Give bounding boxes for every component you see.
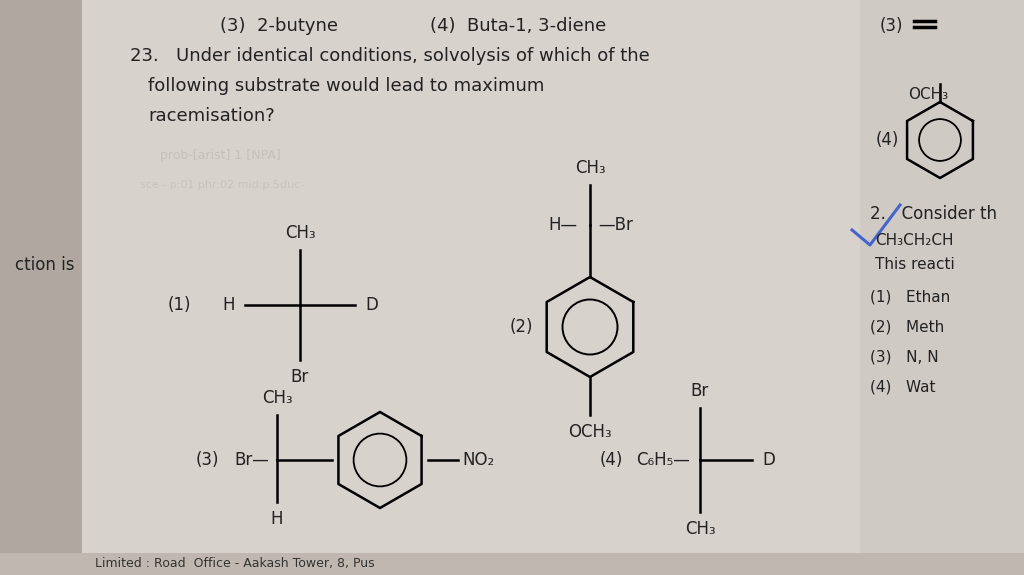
Text: H: H xyxy=(270,510,284,528)
Text: Br—: Br— xyxy=(234,451,269,469)
Text: (3): (3) xyxy=(196,451,219,469)
Text: —Br: —Br xyxy=(598,216,633,234)
Text: H—: H— xyxy=(549,216,578,234)
Text: C₆H₅—: C₆H₅— xyxy=(636,451,690,469)
FancyBboxPatch shape xyxy=(0,0,82,575)
Text: prob-[arist] 1 [NPA]: prob-[arist] 1 [NPA] xyxy=(160,148,281,162)
Text: D: D xyxy=(762,451,775,469)
Text: H: H xyxy=(222,296,234,314)
Text: D: D xyxy=(365,296,378,314)
Text: (4): (4) xyxy=(600,451,624,469)
FancyBboxPatch shape xyxy=(80,0,1024,575)
Text: (1)   Ethan: (1) Ethan xyxy=(870,290,950,305)
Text: 23.   Under identical conditions, solvolysis of which of the: 23. Under identical conditions, solvolys… xyxy=(130,47,650,65)
Text: OCH₃: OCH₃ xyxy=(568,423,611,441)
Text: (2)   Meth: (2) Meth xyxy=(870,320,944,335)
Text: This reacti: This reacti xyxy=(874,257,954,272)
Text: CH₃: CH₃ xyxy=(685,520,716,538)
Text: ction is: ction is xyxy=(15,256,75,274)
Text: (3): (3) xyxy=(880,17,903,35)
Text: CH₃: CH₃ xyxy=(285,224,315,242)
Text: (2): (2) xyxy=(510,318,534,336)
Text: (4)   Wat: (4) Wat xyxy=(870,380,936,395)
Text: (4): (4) xyxy=(876,131,899,149)
FancyBboxPatch shape xyxy=(860,0,1024,575)
Text: Br: Br xyxy=(291,368,309,386)
Text: (3)  2-butyne: (3) 2-butyne xyxy=(220,17,338,35)
Text: racemisation?: racemisation? xyxy=(148,107,274,125)
Text: (4)  Buta-1, 3-diene: (4) Buta-1, 3-diene xyxy=(430,17,606,35)
Text: OCH₃: OCH₃ xyxy=(908,87,948,102)
Text: CH₃: CH₃ xyxy=(262,389,292,407)
Text: (3)   N, N: (3) N, N xyxy=(870,350,939,365)
Text: CH₃: CH₃ xyxy=(574,159,605,177)
Text: Limited : Road  Office - Aakash Tower, 8, Pus: Limited : Road Office - Aakash Tower, 8,… xyxy=(95,557,375,570)
Text: (1): (1) xyxy=(168,296,191,314)
Text: CH₃CH₂CH: CH₃CH₂CH xyxy=(874,233,953,248)
Text: following substrate would lead to maximum: following substrate would lead to maximu… xyxy=(148,77,545,95)
Text: NO₂: NO₂ xyxy=(462,451,495,469)
Text: 2.   Consider th: 2. Consider th xyxy=(870,205,997,223)
Text: sce - p:01 phr:02 mid:p.5duc-: sce - p:01 phr:02 mid:p.5duc- xyxy=(140,180,304,190)
Text: Br: Br xyxy=(691,382,710,400)
FancyBboxPatch shape xyxy=(0,553,1024,575)
